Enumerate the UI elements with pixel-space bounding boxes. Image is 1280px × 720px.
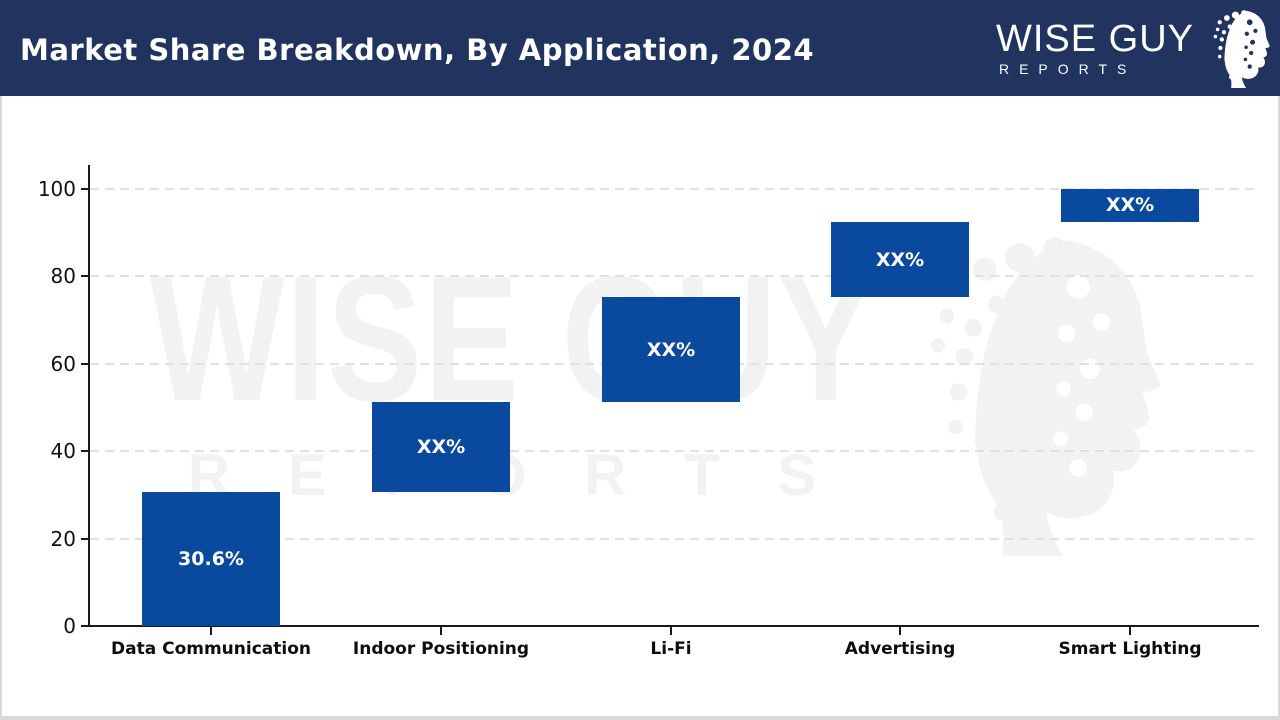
y-axis-tick <box>81 537 89 540</box>
bar-value-label: 30.6% <box>178 548 244 571</box>
header-bar: Market Share Breakdown, By Application, … <box>0 0 1280 96</box>
x-axis-tick <box>899 627 901 635</box>
bar-value-label: XX% <box>646 338 696 361</box>
x-axis-tick <box>1129 627 1131 635</box>
bar-segment: XX% <box>372 402 510 493</box>
x-category-label: Data Communication <box>111 639 311 659</box>
y-tick-label: 60 <box>50 351 76 376</box>
page-border-bottom <box>0 716 1280 720</box>
page-border-left <box>0 96 2 720</box>
wiseguy-logo: WISE GUY REPORTS <box>996 4 1270 92</box>
logo-text: WISE GUY REPORTS <box>996 20 1194 77</box>
y-tick-label: 100 <box>37 176 76 201</box>
y-tick-label: 0 <box>63 614 76 638</box>
bar-value-label: XX% <box>1105 194 1155 217</box>
logo-name: WISE GUY <box>995 17 1194 60</box>
bar-segment: 30.6% <box>142 492 280 626</box>
x-category-label: Indoor Positioning <box>352 639 530 659</box>
grid-line <box>90 450 1257 452</box>
y-tick-label: 40 <box>50 439 76 463</box>
bar-value-label: XX% <box>875 248 925 271</box>
x-category-label: Smart Lighting <box>1058 639 1202 659</box>
x-axis-tick <box>210 627 212 635</box>
bar-value-label: XX% <box>416 436 466 459</box>
grid-line <box>90 537 1257 540</box>
x-axis-tick <box>670 627 672 635</box>
y-axis-tick <box>81 362 89 365</box>
y-axis-tick <box>81 275 89 277</box>
x-category-label: Advertising <box>844 639 956 659</box>
bar-segment: XX% <box>602 297 740 402</box>
y-tick-label: 80 <box>50 264 76 288</box>
y-axis-tick <box>81 625 89 627</box>
chart-title: Market Share Breakdown, By Application, … <box>20 33 815 67</box>
page-border-right <box>1278 96 1280 720</box>
y-axis-tick <box>81 450 89 452</box>
grid-line <box>90 275 1257 277</box>
wiseguy-head-icon <box>1213 10 1270 88</box>
logo-subtitle: REPORTS <box>998 60 1137 77</box>
x-axis-tick <box>440 627 442 635</box>
y-axis <box>88 165 90 627</box>
grid-line <box>90 187 1257 190</box>
y-tick-label: 20 <box>50 526 76 551</box>
x-axis <box>88 625 1259 627</box>
y-axis-tick <box>81 187 89 190</box>
x-category-label: Li-Fi <box>650 639 692 659</box>
bar-segment: XX% <box>831 222 969 297</box>
bar-segment: XX% <box>1061 188 1199 223</box>
